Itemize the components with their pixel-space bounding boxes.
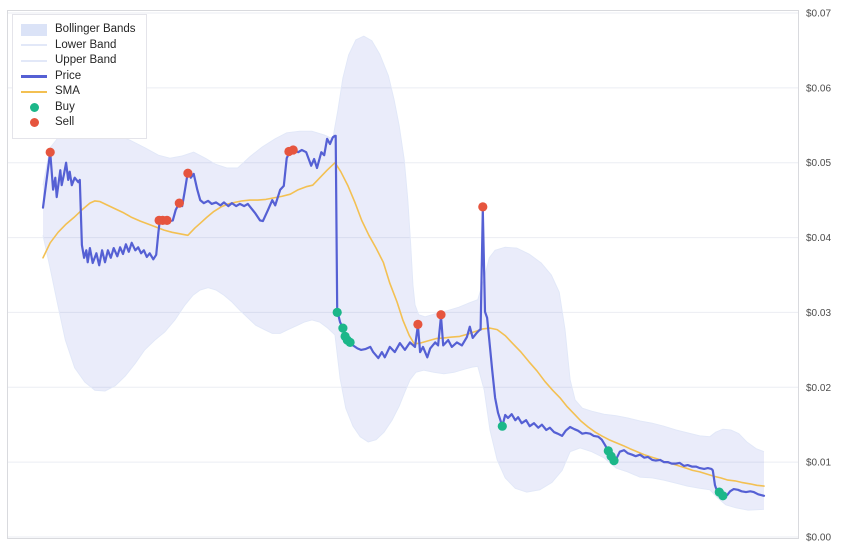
- y-tick-label: $0.06: [806, 83, 831, 94]
- sell-marker: [413, 319, 423, 329]
- buy-marker: [345, 337, 355, 347]
- sell-marker: [478, 202, 488, 212]
- price-line: [41, 134, 766, 497]
- legend-item-buy: Buy: [21, 100, 136, 116]
- sell-marker: [183, 168, 193, 178]
- chart-legend: Bollinger Bands Lower Band Upper Band Pr…: [12, 14, 147, 139]
- bollinger-band-area: [43, 36, 764, 511]
- y-tick-label: $0.02: [806, 383, 831, 394]
- sell-marker: [288, 145, 298, 155]
- plot-border: [7, 10, 799, 539]
- price-line-icon: [21, 74, 47, 78]
- lower-band-line-icon: [21, 44, 47, 47]
- legend-item-sma: SMA: [21, 84, 136, 100]
- legend-label: Buy: [55, 100, 75, 113]
- buy-dot-icon: [21, 102, 47, 112]
- buy-marker: [609, 456, 619, 466]
- sell-marker: [436, 310, 446, 320]
- y-tick-label: $0.07: [806, 9, 831, 20]
- legend-label: Lower Band: [55, 38, 117, 51]
- legend-label: SMA: [55, 85, 80, 98]
- y-tick-label: $0.03: [806, 308, 831, 319]
- legend-label: Sell: [55, 116, 75, 129]
- buy-marker: [718, 491, 728, 501]
- sell-marker: [45, 147, 55, 157]
- bollinger-bands-patch-icon: [21, 23, 47, 36]
- legend-item-bollinger-bands: Bollinger Bands: [21, 22, 136, 38]
- legend-label: Upper Band: [55, 54, 117, 67]
- legend-label: Bollinger Bands: [55, 23, 136, 36]
- sell-marker: [162, 215, 172, 225]
- sell-dot-icon: [21, 118, 47, 128]
- legend-label: Price: [55, 69, 82, 82]
- legend-item-price: Price: [21, 69, 136, 85]
- sell-marker: [174, 198, 184, 208]
- buy-marker: [497, 421, 507, 431]
- buy-marker: [332, 307, 342, 317]
- y-tick-label: $0.01: [806, 458, 831, 469]
- buy-marker: [338, 323, 348, 333]
- sma-line: [42, 161, 765, 487]
- y-tick-label: $0.00: [806, 533, 831, 544]
- legend-item-upper-band: Upper Band: [21, 53, 136, 69]
- upper-band-line: [42, 35, 765, 453]
- y-tick-label: $0.05: [806, 158, 831, 169]
- y-tick-label: $0.04: [806, 233, 831, 244]
- legend-item-sell: Sell: [21, 115, 136, 131]
- legend-item-lower-band: Lower Band: [21, 38, 136, 54]
- upper-band-line-icon: [21, 59, 47, 62]
- sma-line-icon: [21, 90, 47, 93]
